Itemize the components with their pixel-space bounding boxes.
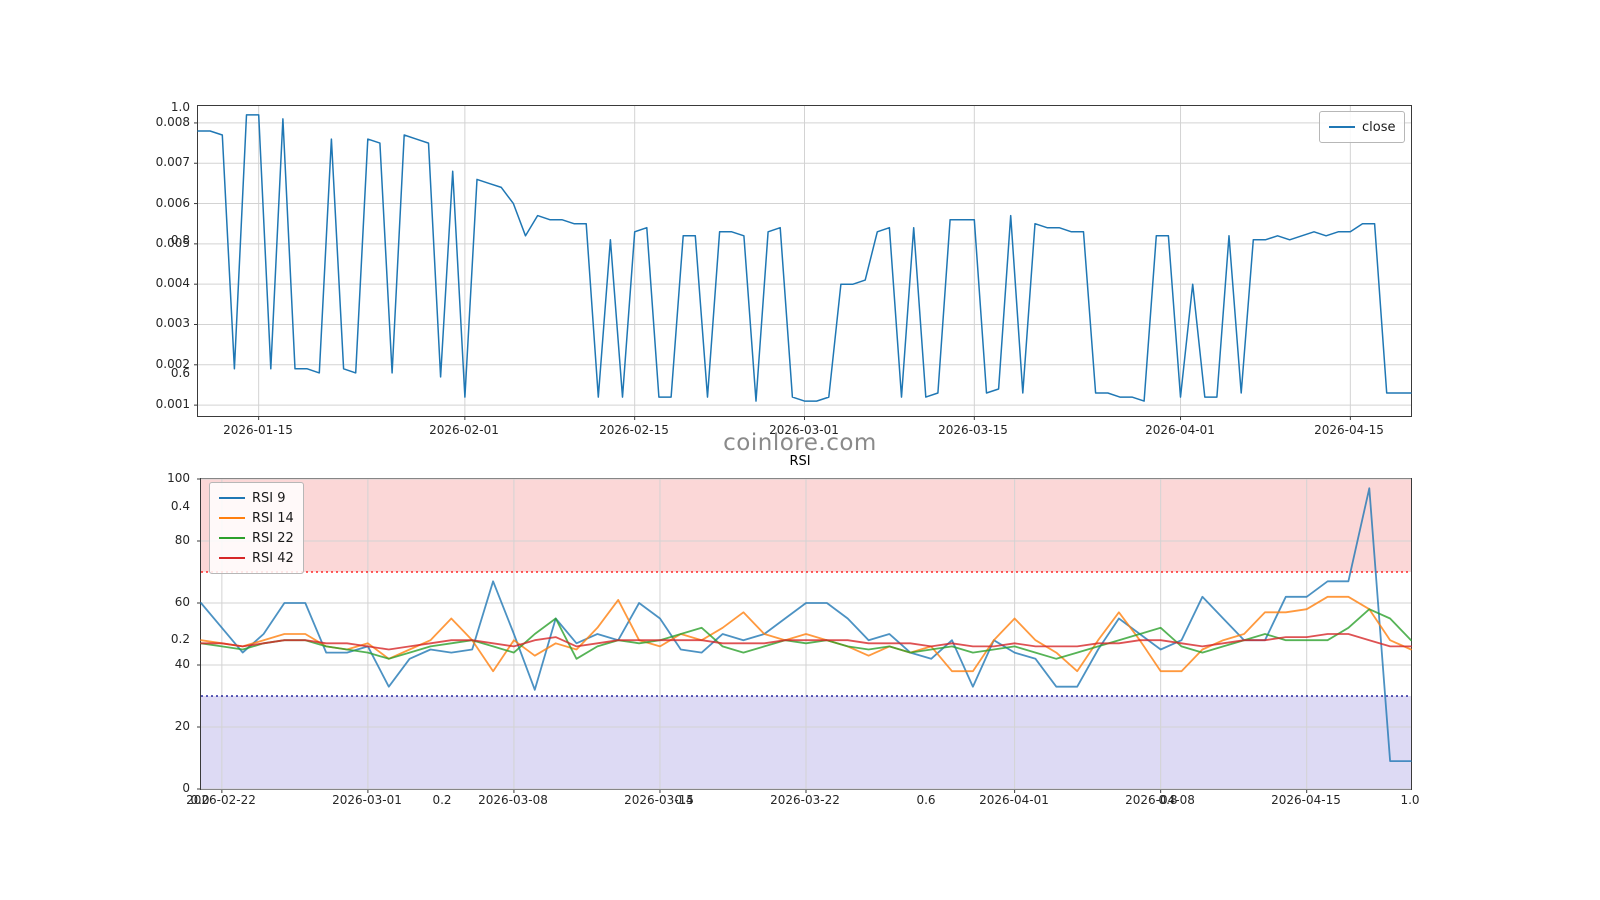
rsi9-line-swatch bbox=[219, 497, 245, 499]
rsi22-line-swatch bbox=[219, 537, 245, 539]
x-tick-label: 2026-02-01 bbox=[429, 423, 499, 437]
y-tick-label: 40 bbox=[174, 657, 190, 671]
legend-label: RSI 42 bbox=[252, 550, 294, 566]
y-tick-label: 0.001 bbox=[155, 397, 190, 411]
stray-axis-label: 1.0 bbox=[170, 100, 190, 114]
legend-label: close bbox=[1362, 119, 1396, 135]
stray-axis-label: 0.4 bbox=[674, 793, 694, 807]
x-tick-label: 2026-04-15 bbox=[1271, 793, 1341, 807]
x-tick-label: 2026-03-08 bbox=[478, 793, 548, 807]
x-tick-label: 2026-03-01 bbox=[769, 423, 839, 437]
y-tick-label: 0.003 bbox=[155, 316, 190, 330]
y-tick-label: 0.005 bbox=[155, 236, 190, 250]
x-tick-label: 2026-02-22 bbox=[186, 793, 256, 807]
x-tick-label: 2026-03-15 bbox=[938, 423, 1008, 437]
x-tick-label: 2026-04-01 bbox=[1145, 423, 1215, 437]
legend-item-close: close bbox=[1329, 117, 1395, 137]
x-tick-label: 2026-04-08 bbox=[1125, 793, 1195, 807]
stray-axis-label: 0.0 bbox=[190, 793, 210, 807]
y-tick-label: 60 bbox=[174, 595, 190, 609]
x-tick-label: 2026-03-01 bbox=[332, 793, 402, 807]
x-tick-label: 2026-04-15 bbox=[1314, 423, 1384, 437]
rsi-chart-canvas bbox=[197, 478, 1412, 793]
price-chart-canvas bbox=[194, 106, 1412, 420]
legend-item-rsi-14: RSI 14 bbox=[219, 508, 294, 528]
y-tick-label: 100 bbox=[167, 471, 190, 485]
rsi42-line-swatch bbox=[219, 557, 245, 559]
stray-axis-label: 0.8 bbox=[170, 233, 190, 247]
stray-axis-label: 0.2 bbox=[170, 632, 190, 646]
x-tick-label: 2026-03-22 bbox=[770, 793, 840, 807]
y-tick-label: 0.004 bbox=[155, 276, 190, 290]
legend-label: RSI 9 bbox=[252, 490, 286, 506]
stray-axis-label: 0.8 bbox=[1158, 793, 1178, 807]
price-legend: close bbox=[1319, 111, 1406, 143]
rsi14-line-swatch bbox=[219, 517, 245, 519]
stray-axis-label: 0.2 bbox=[432, 793, 452, 807]
legend-item-rsi-22: RSI 22 bbox=[219, 528, 294, 548]
y-tick-label: 0.008 bbox=[155, 115, 190, 129]
y-tick-label: 20 bbox=[174, 719, 190, 733]
x-tick-label: 2026-04-01 bbox=[979, 793, 1049, 807]
watermark: coinlore.com bbox=[723, 430, 877, 456]
legend-label: RSI 22 bbox=[252, 530, 294, 546]
y-tick-label: 80 bbox=[174, 533, 190, 547]
legend-item-rsi-9: RSI 9 bbox=[219, 488, 294, 508]
rsi-legend: RSI 9 RSI 14 RSI 22 RSI 42 bbox=[209, 482, 304, 574]
x-tick-label: 2026-02-15 bbox=[599, 423, 669, 437]
legend-label: RSI 14 bbox=[252, 510, 294, 526]
stray-axis-label: 0.6 bbox=[916, 793, 936, 807]
price-chart-plot bbox=[194, 105, 1412, 420]
x-tick-label: 2026-01-15 bbox=[223, 423, 293, 437]
x-tick-label: 2026-03-15 bbox=[624, 793, 694, 807]
y-tick-label: 0.007 bbox=[155, 155, 190, 169]
legend-item-rsi-42: RSI 42 bbox=[219, 548, 294, 568]
y-tick-label: 0.002 bbox=[155, 357, 190, 371]
y-tick-label: 0.006 bbox=[155, 196, 190, 210]
stray-axis-label: 0.4 bbox=[170, 499, 190, 513]
rsi-chart-plot bbox=[197, 478, 1412, 793]
stray-axis-label: 0.6 bbox=[170, 366, 190, 380]
stray-axis-label: 1.0 bbox=[1400, 793, 1420, 807]
rsi-axes-title: RSI bbox=[789, 454, 811, 469]
y-tick-label: 0 bbox=[182, 781, 190, 795]
close-line-swatch bbox=[1329, 126, 1355, 128]
